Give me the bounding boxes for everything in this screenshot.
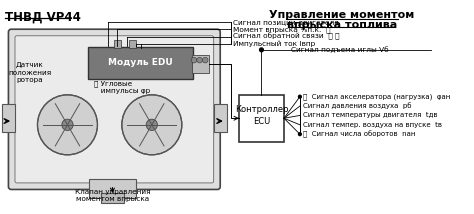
Text: Контроллер
ECU: Контроллер ECU [235,105,288,126]
Text: Модуль EDU: Модуль EDU [108,58,173,67]
Circle shape [299,95,301,98]
FancyBboxPatch shape [9,29,220,189]
Circle shape [299,133,301,136]
Text: Клапан управления
моментом впрыска: Клапан управления моментом впрыска [75,189,150,202]
Bar [89,179,136,198]
Circle shape [197,57,202,63]
Text: Импульсный ток Iвпр: Импульсный ток Iвпр [233,41,316,48]
Bar [101,193,124,203]
Text: впрыска топлива: впрыска топлива [287,20,397,30]
Bar [239,95,284,142]
Bar [192,55,209,73]
Text: Сигнал давления воздуха  pб: Сигнал давления воздуха pб [303,103,411,110]
Text: Управление моментом: Управление моментом [269,10,415,21]
Circle shape [202,57,208,63]
Circle shape [191,57,197,63]
Text: Ⓑ  Сигнал числа оборотов  nан: Ⓑ Сигнал числа оборотов nан [303,131,415,138]
Text: ⓢ Угловые
   импульсы φр: ⓢ Угловые импульсы φр [94,80,150,94]
Text: Ⓐ  Сигнал акселератора (нагрузка)  φан: Ⓐ Сигнал акселератора (нагрузка) φан [303,93,450,100]
FancyBboxPatch shape [15,36,214,183]
Text: Сигнал подъема иглы Vб: Сигнал подъема иглы Vб [291,46,388,53]
Circle shape [37,95,98,155]
Text: Датчик
положения
ротора: Датчик положения ротора [9,62,52,83]
Text: Сигнал температуры двигателя  tдв: Сигнал температуры двигателя tдв [303,112,437,118]
Circle shape [62,119,73,130]
Circle shape [146,119,157,130]
Text: Сигнал темпер. воздуха на впуске  tв: Сигнал темпер. воздуха на впуске tв [303,122,442,128]
Bar [214,104,227,132]
Text: Момент впрыска ⅞п.к.  Ⓐ: Момент впрыска ⅞п.к. Ⓐ [233,26,331,33]
Circle shape [122,95,182,155]
Text: ТНВД VP44: ТНВД VP44 [5,10,81,24]
Bar [129,40,136,48]
Text: Сигнал позиции двигателя: Сигнал позиции двигателя [233,19,339,25]
Bar [2,104,15,132]
Circle shape [260,48,264,52]
FancyBboxPatch shape [88,47,193,79]
Text: Сигнал обратной связи  Ⓑ Ⓒ: Сигнал обратной связи Ⓑ Ⓒ [233,33,340,40]
Bar [114,40,121,48]
